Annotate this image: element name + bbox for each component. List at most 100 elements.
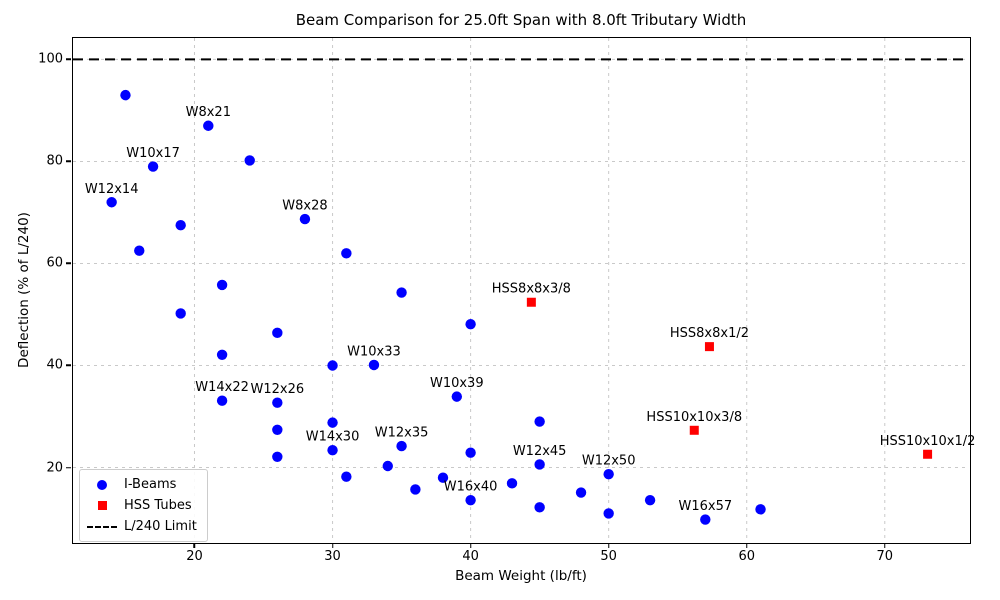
y-tick-label: 60 (46, 255, 63, 271)
ibeam-point (340, 247, 352, 258)
ibeam-point (133, 245, 144, 256)
ibeam-point (575, 486, 586, 498)
point-annotation: W10x17 (126, 146, 180, 161)
ibeam-point (464, 447, 476, 458)
point-annotation: W10x33 (347, 344, 401, 359)
ibeam-point (202, 120, 213, 131)
ibeam-point (602, 507, 614, 519)
point-annotation: W8x28 (282, 198, 327, 213)
ibeam-point (216, 349, 227, 360)
y-tick-mark (66, 58, 71, 61)
ibeam-point (340, 471, 352, 482)
x-tick-label: 50 (600, 549, 617, 564)
ibeam-point (464, 318, 476, 329)
ibeam-point (326, 416, 338, 428)
y-tick-label: 100 (38, 51, 63, 67)
y-tick-mark (66, 364, 71, 367)
ibeam-point (506, 477, 517, 489)
ibeam-point (271, 424, 283, 435)
ibeam-point (644, 494, 655, 505)
ibeam-point (271, 397, 283, 408)
ibeam-point (368, 359, 379, 370)
ibeam-point (216, 279, 227, 290)
plot-svg: W12x14 W10x17 W8x21 W14x22 W12x26 W8x28 W14x30… (72, 37, 975, 542)
legend-label-ibeams: I-Beams (124, 477, 177, 492)
ibeam-point (464, 494, 476, 505)
ibeam-point (244, 154, 255, 166)
ibeam-point (326, 359, 338, 371)
x-tick-mark (607, 543, 610, 548)
ibeam-point (451, 390, 462, 402)
x-tick-label: 60 (738, 549, 755, 564)
ibeam-point (174, 219, 186, 230)
ibeam-point (533, 415, 545, 427)
point-annotation: W12x35 (374, 425, 428, 440)
plot-area: W12x14 W10x17 W8x21 W14x22 W12x26 W8x28 W14x30… (71, 36, 975, 544)
x-tick-label: 20 (186, 549, 203, 564)
x-axis-label: Beam Weight (lb/ft) (455, 568, 587, 584)
y-tick-mark (66, 262, 71, 265)
ibeam-point (699, 513, 711, 525)
x-tick-label: 70 (876, 549, 894, 564)
point-annotation: W14x22 (195, 380, 249, 395)
legend-row-ibeams: I-Beams (87, 476, 199, 493)
ibeam-point (382, 460, 393, 471)
ibeam-point (326, 444, 338, 455)
y-tick-label: 20 (46, 460, 63, 476)
ibeam-point (216, 394, 227, 406)
chart-title: Beam Comparison for 25.0ft Span with 8.0… (295, 11, 747, 29)
point-annotation: W12x14 (84, 181, 138, 196)
hss-point (704, 341, 714, 351)
x-tick-label: 40 (462, 549, 479, 564)
x-tick-mark (331, 543, 334, 548)
legend: I-Beams HSS Tubes L/240 Limit (79, 469, 208, 542)
ibeam-point (602, 468, 614, 479)
ibeam-point (271, 327, 283, 338)
legend-row-limit: L/240 Limit (87, 518, 199, 535)
point-annotation: W14x30 (305, 429, 359, 444)
ibeam-point (437, 472, 448, 483)
y-tick-mark (66, 160, 71, 163)
legend-label-hss: HSS Tubes (124, 498, 192, 513)
ibeam-point (395, 286, 407, 298)
hss-point (922, 449, 932, 459)
point-annotation: W8x21 (185, 105, 230, 120)
point-annotation: W12x45 (512, 443, 566, 458)
legend-label-limit: L/240 Limit (124, 519, 197, 534)
x-tick-mark (193, 543, 196, 548)
ibeam-point (271, 451, 283, 462)
x-tick-label: 30 (324, 549, 341, 564)
point-annotation: W16x40 (443, 479, 497, 494)
point-annotation: HSS10x10x3/8 (646, 409, 742, 424)
ibeam-point (754, 503, 766, 515)
ibeam-point (533, 501, 545, 513)
y-tick-label: 80 (46, 153, 63, 169)
point-annotation: W12x50 (581, 453, 635, 468)
hss-point (689, 425, 699, 435)
x-tick-mark (745, 543, 748, 548)
limit-line-icon (87, 525, 117, 528)
point-annotation: HSS8x8x3/8 (491, 281, 570, 296)
point-annotation: HSS10x10x1/2 (879, 433, 975, 448)
ibeam-point (299, 213, 310, 224)
point-annotation: W10x39 (429, 376, 483, 391)
y-tick-mark (66, 466, 71, 469)
ibeam-point (533, 458, 545, 470)
ibeam-point (409, 483, 421, 495)
y-axis-label: Deflection (% of L/240) (16, 212, 32, 368)
ibeam-point (105, 196, 117, 207)
ibeam-point (395, 440, 407, 451)
point-annotation: HSS8x8x1/2 (669, 326, 748, 341)
hss-marker-icon (97, 501, 107, 510)
y-tick-label: 40 (46, 357, 63, 373)
x-tick-mark (884, 543, 886, 548)
ibeam-point (147, 160, 158, 172)
x-tick-mark (469, 543, 472, 548)
legend-row-hss: HSS Tubes (87, 497, 199, 514)
ibeam-point (119, 89, 131, 100)
hss-point (526, 297, 536, 307)
point-annotation: W16x57 (678, 499, 732, 514)
point-annotation: W12x26 (250, 382, 304, 397)
ibeam-marker-icon (97, 479, 107, 490)
